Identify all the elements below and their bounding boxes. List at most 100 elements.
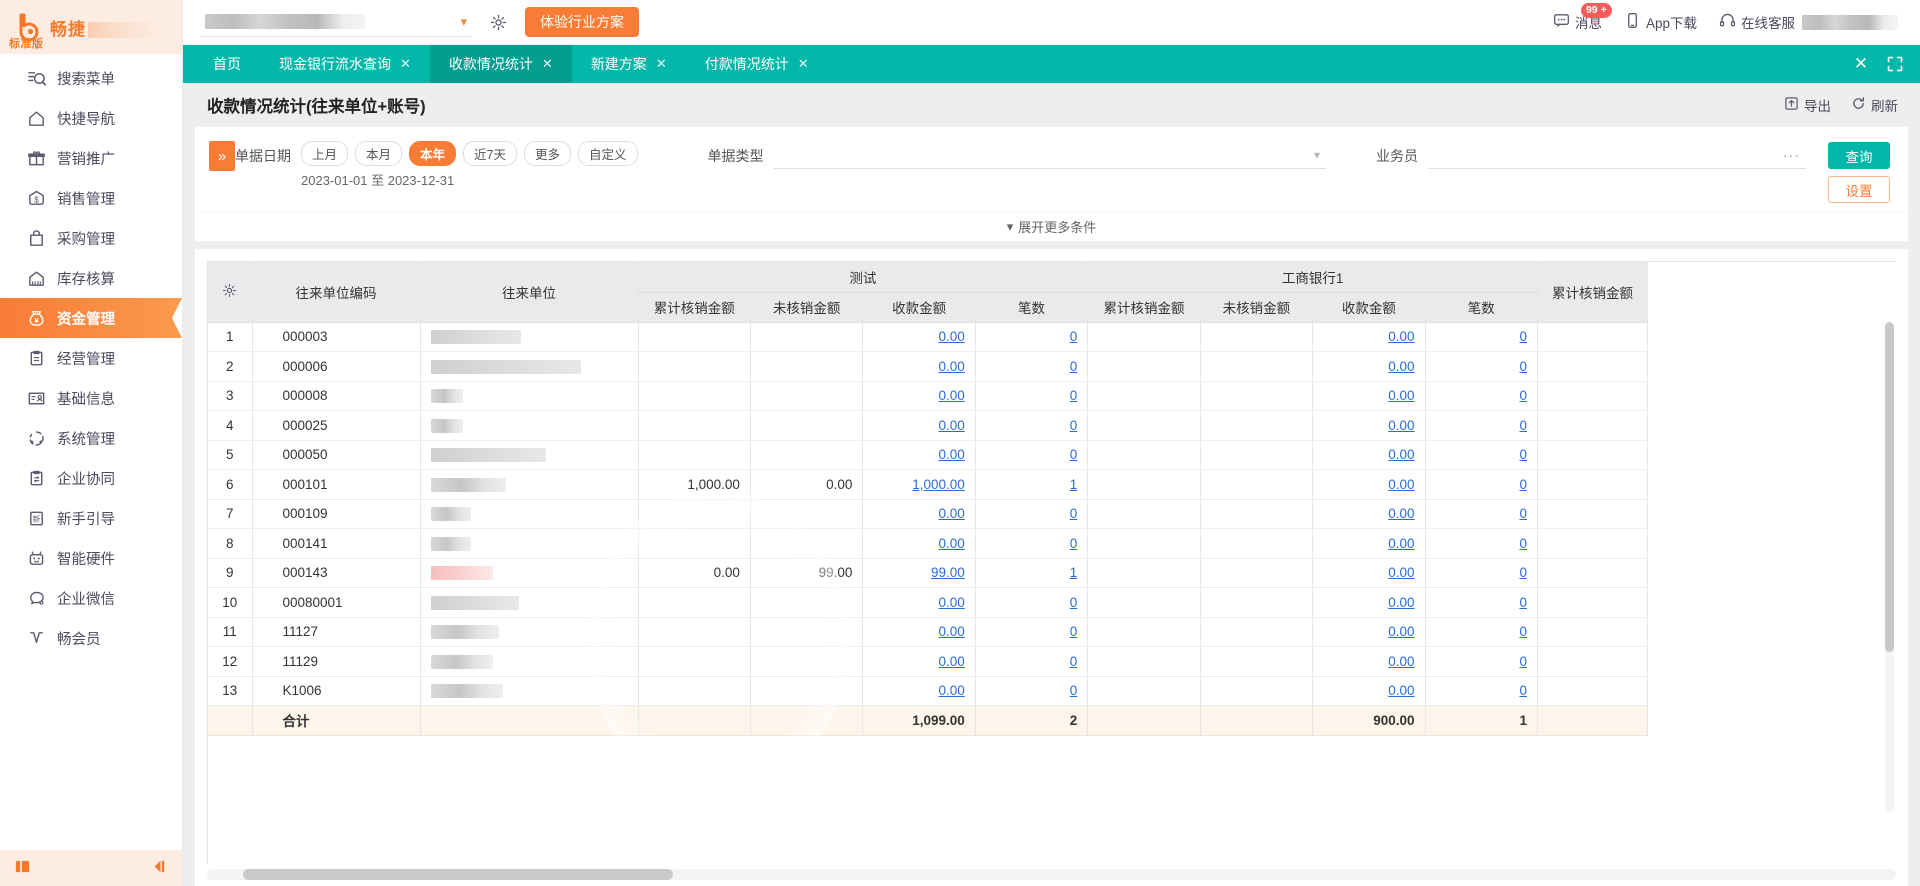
cell-test-count[interactable]: 0 <box>975 410 1089 441</box>
expand-icon[interactable] <box>151 858 168 878</box>
document-type-select[interactable]: ▾ <box>773 141 1326 169</box>
gear-icon[interactable] <box>487 11 509 33</box>
cell-test-receipt-amount[interactable]: 0.00 <box>862 676 976 706</box>
cell-test-count[interactable]: 0 <box>975 646 1089 677</box>
header-icbc-unwriteoff[interactable]: 未核销金额 <box>1200 292 1314 323</box>
cell-icbc-count-link[interactable]: 0 <box>1519 535 1527 551</box>
cell-icbc-count-link[interactable]: 0 <box>1519 388 1527 404</box>
messages-link[interactable]: 消息 99 + <box>1553 3 1612 32</box>
cell-icbc-receipt-amount-link[interactable]: 0.00 <box>1388 417 1415 433</box>
cell-icbc-receipt-amount[interactable]: 0.00 <box>1312 440 1426 470</box>
sidebar-item-basic-info[interactable]: 基础信息 <box>0 378 182 418</box>
table-row[interactable]: 6 000101 1,000.00 0.00 1,000.00 1 0.00 0 <box>208 469 1648 500</box>
cell-icbc-receipt-amount-link[interactable]: 0.00 <box>1388 594 1415 610</box>
date-chip-last-7-days[interactable]: 近7天 <box>463 141 517 166</box>
table-row[interactable]: 8 000141 0.00 0 0.00 0 <box>208 528 1648 559</box>
cell-test-count-link[interactable]: 0 <box>1069 624 1078 640</box>
tab-payment-statistics[interactable]: 付款情况统计 ✕ <box>686 45 828 83</box>
cell-icbc-receipt-amount-link[interactable]: 0.00 <box>1388 535 1415 551</box>
cell-icbc-receipt-amount[interactable]: 0.00 <box>1312 558 1426 588</box>
cell-test-receipt-amount[interactable]: 0.00 <box>862 322 976 352</box>
app-download-link[interactable]: App下载 <box>1624 12 1697 32</box>
cell-test-receipt-amount[interactable]: 0.00 <box>862 617 976 647</box>
cell-test-count-link[interactable]: 1 <box>1069 476 1078 492</box>
query-button[interactable]: 查询 <box>1828 142 1890 169</box>
cell-test-count[interactable]: 0 <box>975 528 1089 559</box>
close-icon[interactable]: ✕ <box>655 56 667 71</box>
cell-icbc-count[interactable]: 0 <box>1425 322 1539 352</box>
cell-test-count-link[interactable]: 0 <box>1069 358 1078 374</box>
cell-test-count-link[interactable]: 0 <box>1069 417 1078 433</box>
cell-icbc-count[interactable]: 0 <box>1425 381 1539 411</box>
table-row[interactable]: 3 000008 0.00 0 0.00 0 <box>208 381 1648 411</box>
sidebar-item-quick-nav[interactable]: 快捷导航 <box>0 98 182 138</box>
cell-test-count-link[interactable]: 0 <box>1069 683 1078 699</box>
date-chip-this-year[interactable]: 本年 <box>409 141 457 166</box>
table-scroll-region[interactable]: 往来单位编码 往来单位 测试 工商银行1 累计核销金额 累计核销金额 未核销金额… <box>207 261 1896 864</box>
refresh-button[interactable]: 刷新 <box>1851 95 1898 115</box>
table-row[interactable]: 7 000109 0.00 0 0.00 0 <box>208 499 1648 529</box>
cell-icbc-count[interactable]: 0 <box>1425 528 1539 559</box>
salesperson-select[interactable]: ··· <box>1428 141 1806 169</box>
cell-icbc-count-link[interactable]: 0 <box>1519 417 1527 433</box>
cell-icbc-count-link[interactable]: 0 <box>1519 329 1527 345</box>
header-unit-name[interactable]: 往来单位 <box>420 262 639 323</box>
cell-icbc-receipt-amount[interactable]: 0.00 <box>1312 499 1426 529</box>
cell-icbc-receipt-amount-link[interactable]: 0.00 <box>1388 653 1415 669</box>
table-row[interactable]: 5 000050 0.00 0 0.00 0 <box>208 440 1648 470</box>
cell-test-count[interactable]: 0 <box>975 381 1089 411</box>
table-row[interactable]: 12 11129 0.00 0 0.00 0 <box>208 646 1648 677</box>
cell-test-count-link[interactable]: 0 <box>1069 535 1078 551</box>
cell-icbc-count[interactable]: 0 <box>1425 499 1539 529</box>
sidebar-item-purchase[interactable]: 采购管理 <box>0 218 182 258</box>
cell-icbc-count[interactable]: 0 <box>1425 646 1539 677</box>
collapse-icon[interactable] <box>14 858 31 878</box>
cell-test-receipt-amount[interactable]: 0.00 <box>862 410 976 441</box>
cell-icbc-receipt-amount-link[interactable]: 0.00 <box>1388 447 1415 463</box>
date-chip-custom[interactable]: 自定义 <box>578 141 638 166</box>
cell-icbc-receipt-amount[interactable]: 0.00 <box>1312 351 1426 382</box>
tab-new-plan[interactable]: 新建方案 ✕ <box>572 45 686 83</box>
cell-icbc-receipt-amount-link[interactable]: 0.00 <box>1388 358 1415 374</box>
cell-test-count[interactable]: 1 <box>975 469 1089 500</box>
cell-test-receipt-amount[interactable]: 0.00 <box>862 646 976 677</box>
sidebar-item-system[interactable]: 系统管理 <box>0 418 182 458</box>
cell-icbc-count-link[interactable]: 0 <box>1519 565 1527 581</box>
close-icon[interactable]: ✕ <box>400 56 411 71</box>
sidebar-item-sales[interactable]: $ 销售管理 <box>0 178 182 218</box>
cell-test-receipt-amount-link[interactable]: 99.00 <box>931 565 965 581</box>
cell-test-count[interactable]: 0 <box>975 322 1089 352</box>
cell-icbc-count[interactable]: 0 <box>1425 410 1539 441</box>
expand-more-conditions[interactable]: ▾ 展开更多条件 <box>195 211 1908 241</box>
table-row[interactable]: 10 00080001 0.00 0 0.00 0 <box>208 587 1648 618</box>
cell-test-receipt-amount[interactable]: 1,000.00 <box>862 469 976 500</box>
header-icbc-accum-writeoff[interactable]: 累计核销金额 <box>1087 292 1201 323</box>
cell-icbc-receipt-amount[interactable]: 0.00 <box>1312 322 1426 352</box>
sidebar-item-inventory[interactable]: 库存核算 <box>0 258 182 298</box>
cell-test-count[interactable]: 0 <box>975 351 1089 382</box>
cell-icbc-receipt-amount[interactable]: 0.00 <box>1312 587 1426 618</box>
cell-icbc-count-link[interactable]: 0 <box>1519 594 1527 610</box>
cell-icbc-receipt-amount[interactable]: 0.00 <box>1312 676 1426 706</box>
cell-icbc-count[interactable]: 0 <box>1425 617 1539 647</box>
table-row[interactable]: 1 000003 0.00 0 0.00 0 <box>208 322 1648 352</box>
close-icon[interactable]: ✕ <box>541 56 553 71</box>
settings-button[interactable]: 设置 <box>1828 176 1890 203</box>
cell-test-count[interactable]: 0 <box>975 587 1089 618</box>
close-icon[interactable]: ✕ <box>797 56 809 71</box>
cell-icbc-count[interactable]: 0 <box>1425 469 1539 500</box>
cell-test-count-link[interactable]: 1 <box>1069 565 1078 581</box>
org-selector[interactable]: ▾ <box>201 7 471 37</box>
cell-test-count-link[interactable]: 0 <box>1069 329 1078 345</box>
table-row[interactable]: 13 K1006 0.00 0 0.00 0 <box>208 676 1648 706</box>
sidebar-item-smart-hardware[interactable]: 智能硬件 <box>0 538 182 578</box>
vertical-scrollbar-thumb[interactable] <box>1885 322 1894 652</box>
cell-icbc-receipt-amount[interactable]: 0.00 <box>1312 528 1426 559</box>
cell-test-count[interactable]: 1 <box>975 558 1089 588</box>
cell-test-receipt-amount-link[interactable]: 0.00 <box>938 388 965 404</box>
cell-test-receipt-amount-link[interactable]: 0.00 <box>938 358 965 374</box>
cell-icbc-receipt-amount-link[interactable]: 0.00 <box>1388 565 1415 581</box>
cell-icbc-receipt-amount-link[interactable]: 0.00 <box>1388 683 1415 699</box>
cell-icbc-count-link[interactable]: 0 <box>1519 506 1527 522</box>
group-header-trailing[interactable]: 累计核销金额 <box>1537 262 1648 323</box>
